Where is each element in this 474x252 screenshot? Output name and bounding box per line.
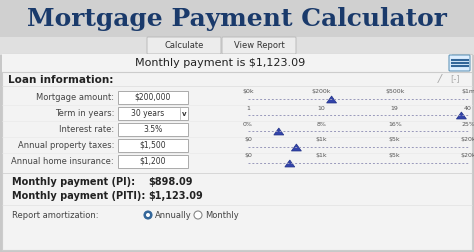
Text: Mortgage amount:: Mortgage amount:	[36, 92, 114, 102]
Text: 30 years: 30 years	[131, 109, 164, 117]
Bar	[118, 154, 188, 168]
FancyBboxPatch shape	[222, 37, 296, 54]
Text: $1,200: $1,200	[140, 156, 166, 166]
Circle shape	[144, 211, 152, 219]
Text: Monthly payment is $1,123.09: Monthly payment is $1,123.09	[135, 58, 305, 68]
Bar	[118, 107, 188, 119]
Circle shape	[146, 213, 150, 217]
Text: $1k: $1k	[316, 138, 327, 142]
Bar	[118, 90, 188, 104]
Text: 8%: 8%	[316, 121, 326, 127]
Polygon shape	[456, 112, 466, 119]
Bar	[118, 139, 188, 151]
Text: Annual home insurance:: Annual home insurance:	[11, 156, 114, 166]
Text: 0%: 0%	[243, 121, 253, 127]
Text: $0: $0	[244, 138, 252, 142]
Text: $1,500: $1,500	[140, 141, 166, 149]
Text: Interest rate:: Interest rate:	[59, 124, 114, 134]
Text: $5k: $5k	[389, 138, 401, 142]
Text: $200k: $200k	[311, 89, 331, 94]
Bar	[2, 54, 472, 250]
Text: Annually: Annually	[155, 210, 192, 219]
Text: 10: 10	[318, 106, 325, 110]
Bar	[0, 0, 474, 38]
Text: $1,123.09: $1,123.09	[148, 191, 203, 201]
Bar	[118, 122, 188, 136]
Text: [-]: [-]	[450, 75, 460, 83]
Polygon shape	[285, 160, 295, 167]
Text: Monthly payment (PI):: Monthly payment (PI):	[12, 177, 135, 187]
Text: Calculate: Calculate	[164, 42, 204, 50]
Text: Term in years:: Term in years:	[55, 109, 114, 117]
Text: v: v	[182, 111, 186, 117]
Text: Annual property taxes:: Annual property taxes:	[18, 141, 114, 149]
Text: Monthly payment (PITI):: Monthly payment (PITI):	[12, 191, 146, 201]
Text: $20k: $20k	[460, 138, 474, 142]
FancyBboxPatch shape	[449, 55, 470, 71]
Bar	[0, 37, 474, 55]
Text: $20k: $20k	[460, 153, 474, 159]
Polygon shape	[274, 128, 284, 135]
Text: /: /	[438, 74, 442, 84]
Text: Loan information:: Loan information:	[8, 75, 113, 85]
Polygon shape	[292, 144, 301, 151]
Polygon shape	[327, 96, 337, 103]
Text: $500k: $500k	[385, 89, 404, 94]
Text: 16%: 16%	[388, 121, 401, 127]
Text: $1m: $1m	[461, 89, 474, 94]
Text: $0k: $0k	[242, 89, 254, 94]
Text: $1k: $1k	[316, 153, 327, 159]
Text: $0: $0	[244, 153, 252, 159]
Text: 40: 40	[464, 106, 472, 110]
Text: $200,000: $200,000	[135, 92, 171, 102]
Text: Monthly: Monthly	[205, 210, 239, 219]
FancyBboxPatch shape	[147, 37, 221, 54]
Text: 3.5%: 3.5%	[143, 124, 163, 134]
Bar	[2, 54, 452, 72]
Text: 25%: 25%	[461, 121, 474, 127]
Text: View Report: View Report	[234, 42, 284, 50]
Text: 19: 19	[391, 106, 399, 110]
Text: Report amortization:: Report amortization:	[12, 210, 99, 219]
Circle shape	[194, 211, 202, 219]
Text: 1: 1	[246, 106, 250, 110]
Text: $5k: $5k	[389, 153, 401, 159]
Text: Mortgage Payment Calculator: Mortgage Payment Calculator	[27, 7, 447, 31]
Text: $898.09: $898.09	[148, 177, 192, 187]
